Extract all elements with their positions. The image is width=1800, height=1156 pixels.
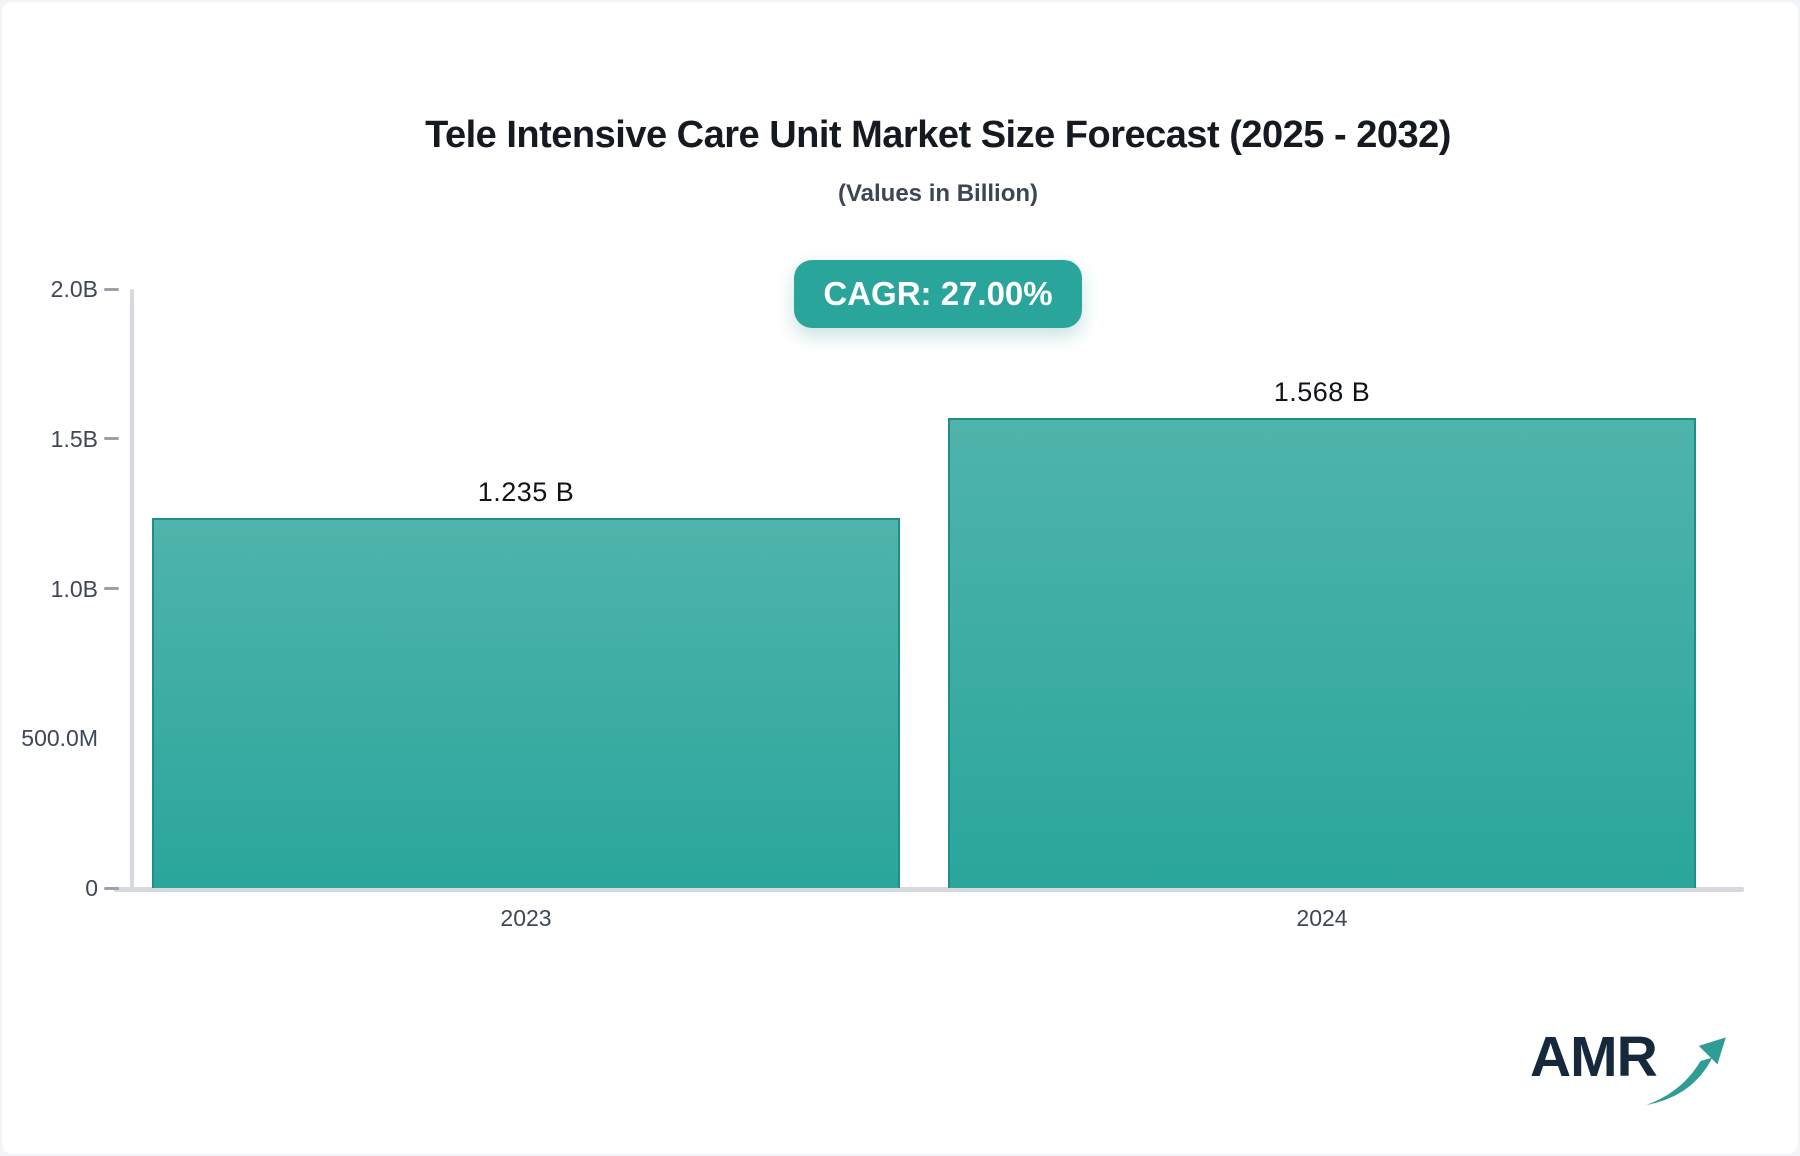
x-axis-label-2023: 2023 — [500, 905, 552, 931]
y-axis-line — [130, 289, 134, 892]
y-tick-label: 1.0B — [50, 575, 98, 602]
cagr-badge-label: CAGR: 27.00% — [823, 275, 1053, 312]
x-axis-baseline — [114, 887, 1744, 892]
chart-subtitle: (Values in Billion) — [837, 180, 1039, 207]
y-tick-label: 0 — [85, 875, 98, 901]
y-tick-label: 500.0M — [21, 725, 98, 752]
x-axis-label-2024: 2024 — [1296, 905, 1348, 931]
bar-value-label: 1.568 B — [1273, 377, 1371, 408]
amr-logo-text: AMR — [1530, 1025, 1658, 1089]
chart-title: Tele Intensive Care Unit Market Size For… — [425, 114, 1451, 156]
bar-value-label: 1.235 B — [477, 477, 575, 508]
trend-up-arrow-icon — [1646, 1037, 1726, 1105]
y-tick-dash — [104, 437, 119, 441]
y-tick-dash — [104, 587, 119, 590]
bar-2023[interactable] — [152, 518, 900, 888]
y-tick-dash — [104, 886, 119, 890]
amr-logo: AMR — [1530, 1025, 1731, 1110]
y-tick-label: 2.0B — [50, 276, 98, 302]
cagr-badge: CAGR: 27.00% — [794, 260, 1082, 328]
y-tick-dash — [104, 287, 119, 291]
y-tick-label: 1.5B — [50, 425, 98, 452]
bar-2024[interactable] — [948, 418, 1696, 888]
